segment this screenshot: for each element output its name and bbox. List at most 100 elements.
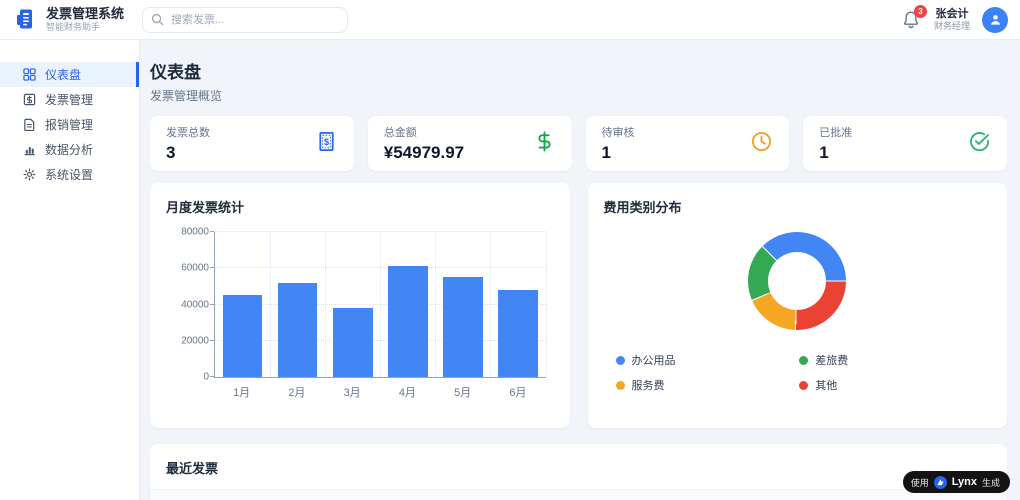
stat-card-approved[interactable]: 已批准 1 <box>803 116 1007 171</box>
watermark-brand: Lynx <box>951 476 977 488</box>
search-bar <box>142 6 348 33</box>
avatar[interactable] <box>982 6 1008 33</box>
y-tick-mark <box>210 231 214 232</box>
app-title: 发票管理系统 <box>46 5 125 21</box>
grid-line <box>490 232 492 377</box>
user-info: 张会计 财务经理 <box>934 8 970 32</box>
donut-legend: 办公用品 差旅费服务费 其他 <box>615 352 984 393</box>
stat-cards: 发票总数 3 $ 总金额 ¥54979.97 待审核 1 <box>150 116 1007 171</box>
page-header: 仪表盘 发票管理概览 <box>150 58 1007 104</box>
y-tick-mark <box>210 267 214 269</box>
sidebar-item-label: 发票管理 <box>45 93 94 107</box>
lynx-watermark[interactable]: 使用 Lynx 生成 <box>902 471 1010 493</box>
main-content: 仪表盘 发票管理概览 发票总数 3 $ 总金额 ¥54979.97 <box>140 40 1020 500</box>
stat-value: 3 <box>166 143 176 162</box>
y-tick-label: 20000 <box>181 335 209 347</box>
x-tick-label: 1月 <box>233 387 251 399</box>
legend-label: 办公用品 <box>631 355 676 367</box>
stat-label: 已批准 <box>819 127 853 139</box>
notification-count-badge: 3 <box>913 4 927 18</box>
watermark-prefix: 使用 <box>910 477 929 488</box>
stat-card-pending[interactable]: 待审核 1 <box>585 116 790 171</box>
x-tick-label: 5月 <box>454 387 472 399</box>
y-tick-mark <box>210 376 214 377</box>
stat-card-total-invoices[interactable]: 发票总数 3 $ <box>150 116 354 171</box>
donut-hole <box>768 252 827 310</box>
bar-chart-x-axis: 1月 2月 3月 4月 5月 6月 <box>214 384 546 400</box>
invoice-stamp-icon: $ <box>315 130 338 158</box>
sidebar: 仪表盘 发票管理 报销管理 数据分析 系统设置 <box>0 40 140 500</box>
sidebar-item-settings[interactable]: 系统设置 <box>0 162 139 187</box>
grid-line <box>380 232 382 377</box>
x-tick-label: 6月 <box>509 387 527 399</box>
recent-invoices-title: 最近发票 <box>166 461 219 476</box>
sidebar-item-invoices[interactable]: 发票管理 <box>0 87 139 112</box>
table-header-row: 发票号码 公司名称 金额 状态 日期 <box>150 489 1007 500</box>
y-tick-label: 0 <box>203 371 209 383</box>
y-tick-label: 80000 <box>181 226 209 238</box>
report-icon <box>23 118 36 131</box>
check-circle-icon <box>968 130 991 158</box>
stat-label: 发票总数 <box>166 127 210 139</box>
analytics-icon <box>23 143 36 156</box>
clock-icon <box>750 130 773 158</box>
page-title: 仪表盘 <box>150 63 201 82</box>
donut-chart-title: 费用类别分布 <box>603 200 682 215</box>
notification-bell-button[interactable]: 3 <box>900 4 927 31</box>
page-subtitle: 发票管理概览 <box>150 89 223 103</box>
legend-dot-icon <box>615 355 625 365</box>
dashboard-icon <box>23 68 36 81</box>
grid-line <box>270 232 272 377</box>
legend-dot-icon <box>799 380 809 390</box>
user-name: 张会计 <box>935 7 969 20</box>
sidebar-item-label: 仪表盘 <box>45 68 82 82</box>
stat-card-total-amount[interactable]: 总金额 ¥54979.97 <box>367 116 572 171</box>
stat-value: ¥54979.97 <box>383 143 465 162</box>
monthly-bar-chart-card: 月度发票统计 0 20000 40000 60000 80000 1月 2月 3月 4月 5月 6… <box>150 183 570 428</box>
sidebar-item-analytics[interactable]: 数据分析 <box>0 137 139 162</box>
svg-text:$: $ <box>324 136 329 146</box>
user-icon <box>990 15 1000 25</box>
sidebar-item-reimbursement[interactable]: 报销管理 <box>0 112 139 137</box>
bar[interactable] <box>222 295 263 377</box>
stat-label: 总金额 <box>383 127 417 139</box>
bar[interactable] <box>443 277 483 377</box>
y-tick-label: 40000 <box>181 299 209 310</box>
stat-value: 1 <box>819 143 829 162</box>
legend-item[interactable]: 差旅费 <box>799 352 983 368</box>
legend-item[interactable]: 办公用品 <box>615 352 800 368</box>
settings-gear-icon <box>23 168 36 181</box>
bar-chart-plot: 0 20000 40000 60000 80000 <box>181 227 547 383</box>
bar[interactable] <box>277 282 318 377</box>
y-tick-mark <box>210 303 214 305</box>
legend-item[interactable]: 其他 <box>799 377 983 393</box>
app-subtitle: 智能财务助手 <box>46 21 101 32</box>
bar[interactable] <box>387 266 428 377</box>
bar-chart-title: 月度发票统计 <box>166 200 245 215</box>
category-donut-chart-card: 费用类别分布 办公用品 差旅费服务费 其他 <box>587 183 1007 428</box>
legend-label: 差旅费 <box>815 355 849 367</box>
app-logo-icon <box>14 7 38 31</box>
sidebar-item-dashboard[interactable]: 仪表盘 <box>0 62 139 87</box>
legend-item[interactable]: 服务费 <box>615 377 800 393</box>
lynx-logo-icon <box>933 475 947 489</box>
app-brand: 发票管理系统 智能财务助手 <box>14 5 142 33</box>
donut-chart[interactable] <box>748 232 847 330</box>
legend-dot-icon <box>615 380 625 390</box>
grid-line <box>545 232 547 377</box>
bar[interactable] <box>498 290 538 377</box>
top-bar: 发票管理系统 智能财务助手 3 张会计 财务经理 <box>0 0 1020 40</box>
bar[interactable] <box>332 308 373 377</box>
sidebar-item-label: 数据分析 <box>45 143 94 157</box>
grid-line <box>325 232 327 377</box>
search-input[interactable] <box>142 6 348 33</box>
y-tick-mark <box>210 339 214 341</box>
grid-line <box>435 232 437 377</box>
dollar-icon <box>533 130 556 158</box>
search-icon <box>151 13 164 26</box>
x-tick-label: 4月 <box>398 387 416 399</box>
watermark-suffix: 生成 <box>981 477 1000 488</box>
stat-label: 待审核 <box>601 127 635 139</box>
y-tick-label: 60000 <box>181 262 209 274</box>
recent-invoices-card: 最近发票 发票号码 公司名称 金额 状态 日期 1234567890123456… <box>150 444 1007 500</box>
